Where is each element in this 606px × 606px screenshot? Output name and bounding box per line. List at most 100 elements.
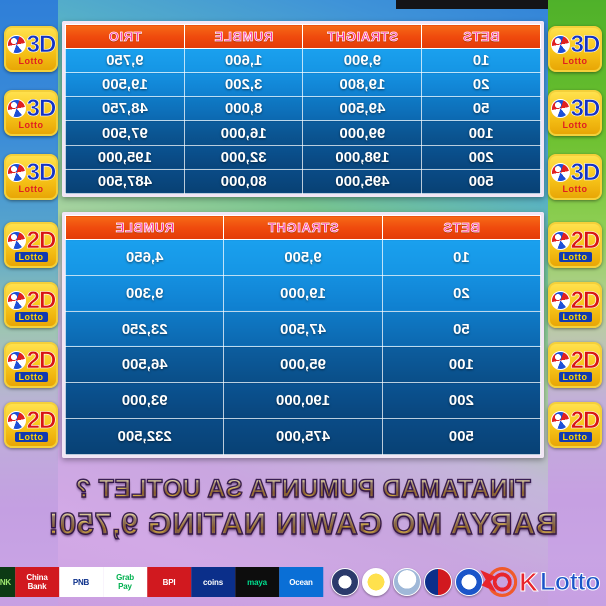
cell-rumble: 4,650 (65, 239, 224, 276)
column-header-rumble: RUMBLE (65, 215, 224, 240)
badge-game-label: 2D (26, 286, 56, 314)
lotto-ball-icon (550, 351, 570, 370)
badge-top-row: 2D (6, 406, 56, 434)
lotto-badge-3d[interactable]: 3D Lotto (548, 90, 602, 136)
table-header-row: BETS STRAIGHT RUMBLE TRIO (65, 24, 541, 49)
cell-rumble: 232,500 (65, 418, 224, 455)
badge-lotto-label: Lotto (14, 372, 48, 382)
lotto-badge-2d[interactable]: 2D Lotto (548, 342, 602, 388)
cell-bets: 50 (421, 96, 541, 121)
table-row: 500 495,000 80,000 487,500 (65, 169, 541, 194)
cell-straight: 99,000 (303, 120, 422, 146)
partner-logo-pnb[interactable]: PNB (59, 567, 104, 597)
lotto-badge-2d[interactable]: 2D Lotto (548, 282, 602, 328)
lotto-badge-3d[interactable]: 3D Lotto (4, 90, 58, 136)
lotto-ball-icon (6, 411, 26, 430)
badge-top-row: 2D (6, 226, 56, 254)
partner-logo-grabpay[interactable]: Grab Pay (103, 567, 148, 597)
lotto-ball-icon (550, 411, 570, 430)
badge-lotto-label: Lotto (562, 120, 588, 130)
badge-lotto-label: Lotto (14, 432, 48, 442)
badge-top-row: 3D (6, 30, 56, 58)
column-header-bets: BETS (421, 24, 541, 49)
lotto-badge-3d[interactable]: 3D Lotto (4, 154, 58, 200)
cell-rumble: 3,200 (184, 72, 303, 97)
lotto-badge-2d[interactable]: 2D Lotto (4, 282, 58, 328)
lotto-ball-icon (550, 231, 570, 250)
cell-rumble: 8,000 (184, 96, 303, 121)
cell-straight: 9,900 (303, 48, 422, 73)
cell-bets: 200 (382, 382, 541, 419)
cell-rumble: 80,000 (184, 169, 303, 194)
lotto-ball-icon (6, 231, 26, 250)
table-row: 500 475,000 232,500 (65, 418, 541, 455)
lotto-badge-3d[interactable]: 3D Lotto (548, 26, 602, 72)
lotto-badge-2d[interactable]: 2D Lotto (548, 402, 602, 448)
payout-table-2d-body: 10 9,500 4,650 20 19,000 9,300 50 47,500 23,250 1… (65, 239, 541, 455)
column-header-straight: STRAIGHT (223, 215, 383, 240)
partner-logo-landbank[interactable]: LANDBANK (0, 567, 16, 597)
cell-straight: 19,000 (223, 275, 383, 312)
cell-bets: 10 (382, 239, 541, 276)
pcso-seal (455, 568, 484, 596)
partner-logo-china-bank[interactable]: China Bank (15, 567, 60, 597)
cell-bets: 100 (382, 346, 541, 383)
table-row: 10 9,500 4,650 (65, 239, 541, 276)
cell-trio: 9,750 (65, 48, 185, 73)
lotto-ball-icon (550, 163, 570, 182)
trophy-seal (393, 568, 422, 596)
lotto-badge-2d[interactable]: 2D Lotto (4, 402, 58, 448)
badge-game-label: 2D (26, 406, 56, 434)
cell-trio: 195,000 (65, 145, 185, 170)
badge-top-row: 2D (6, 286, 56, 314)
badge-lotto-label: Lotto (558, 312, 592, 322)
cell-rumble: 9,300 (65, 275, 224, 312)
table-row: 100 95,000 46,500 (65, 346, 541, 383)
badge-lotto-label: Lotto (558, 432, 592, 442)
payout-table-3d-head: BETS STRAIGHT RUMBLE TRIO (65, 24, 541, 49)
philippine-flag-seal (424, 568, 453, 596)
badge-lotto-label: Lotto (18, 56, 44, 66)
payout-table-3d-grid: BETS STRAIGHT RUMBLE TRIO 10 9,900 1,600 9,750… (65, 24, 541, 194)
accreditation-seal-row (331, 568, 484, 596)
badge-game-label: 3D (26, 158, 56, 186)
badge-game-label: 2D (570, 346, 600, 374)
cell-straight: 19,800 (303, 72, 422, 97)
badge-game-label: 3D (26, 94, 56, 122)
cell-bets: 10 (421, 48, 541, 73)
cell-trio: 19,500 (65, 72, 185, 97)
partner-logo-maya[interactable]: maya (235, 567, 280, 597)
partner-logo-coins-ph[interactable]: coins (191, 567, 236, 597)
badge-lotto-label: Lotto (562, 56, 588, 66)
headline-banner: TINATAMAD PUMUNTA SA UOTLET ? BARYA MO G… (0, 458, 606, 558)
cell-bets: 100 (421, 120, 541, 146)
badge-top-row: 2D (550, 406, 600, 434)
badge-top-row: 2D (6, 346, 56, 374)
column-header-trio: TRIO (65, 24, 185, 49)
lotto-badge-2d[interactable]: 2D Lotto (4, 222, 58, 268)
cell-rumble: 93,000 (65, 382, 224, 419)
lotto-ball-icon (550, 99, 570, 118)
cell-bets: 50 (382, 311, 541, 347)
column-header-bets: BETS (382, 215, 541, 240)
oklotto-logo[interactable]: K Lotto (487, 567, 601, 598)
payout-table-2d-head: BETS STRAIGHT RUMBLE (65, 215, 541, 240)
badge-lotto-label: Lotto (14, 312, 48, 322)
payout-table-3d: BETS STRAIGHT RUMBLE TRIO 10 9,900 1,600 9,750… (62, 21, 544, 197)
lotto-ball-icon (6, 291, 26, 310)
lotto-badge-2d[interactable]: 2D Lotto (548, 222, 602, 268)
headline-line-1: TINATAMAD PUMUNTA SA UOTLET ? (75, 474, 532, 503)
badge-top-row: 3D (6, 94, 56, 122)
oklotto-swirl-icon (487, 567, 518, 597)
lotto-badge-3d[interactable]: 3D Lotto (548, 154, 602, 200)
cell-trio: 487,500 (65, 169, 185, 194)
table-row: 20 19,000 9,300 (65, 275, 541, 312)
lotto-badge-2d[interactable]: 2D Lotto (4, 342, 58, 388)
partner-logo-bpi[interactable]: BPI (147, 567, 192, 597)
badge-top-row: 3D (550, 158, 600, 186)
lotto-ball-icon (6, 35, 26, 54)
partner-logo-oceanpay[interactable]: Ocean (279, 567, 324, 597)
badge-lotto-label: Lotto (18, 184, 44, 194)
lotto-badge-3d[interactable]: 3D Lotto (4, 26, 58, 72)
